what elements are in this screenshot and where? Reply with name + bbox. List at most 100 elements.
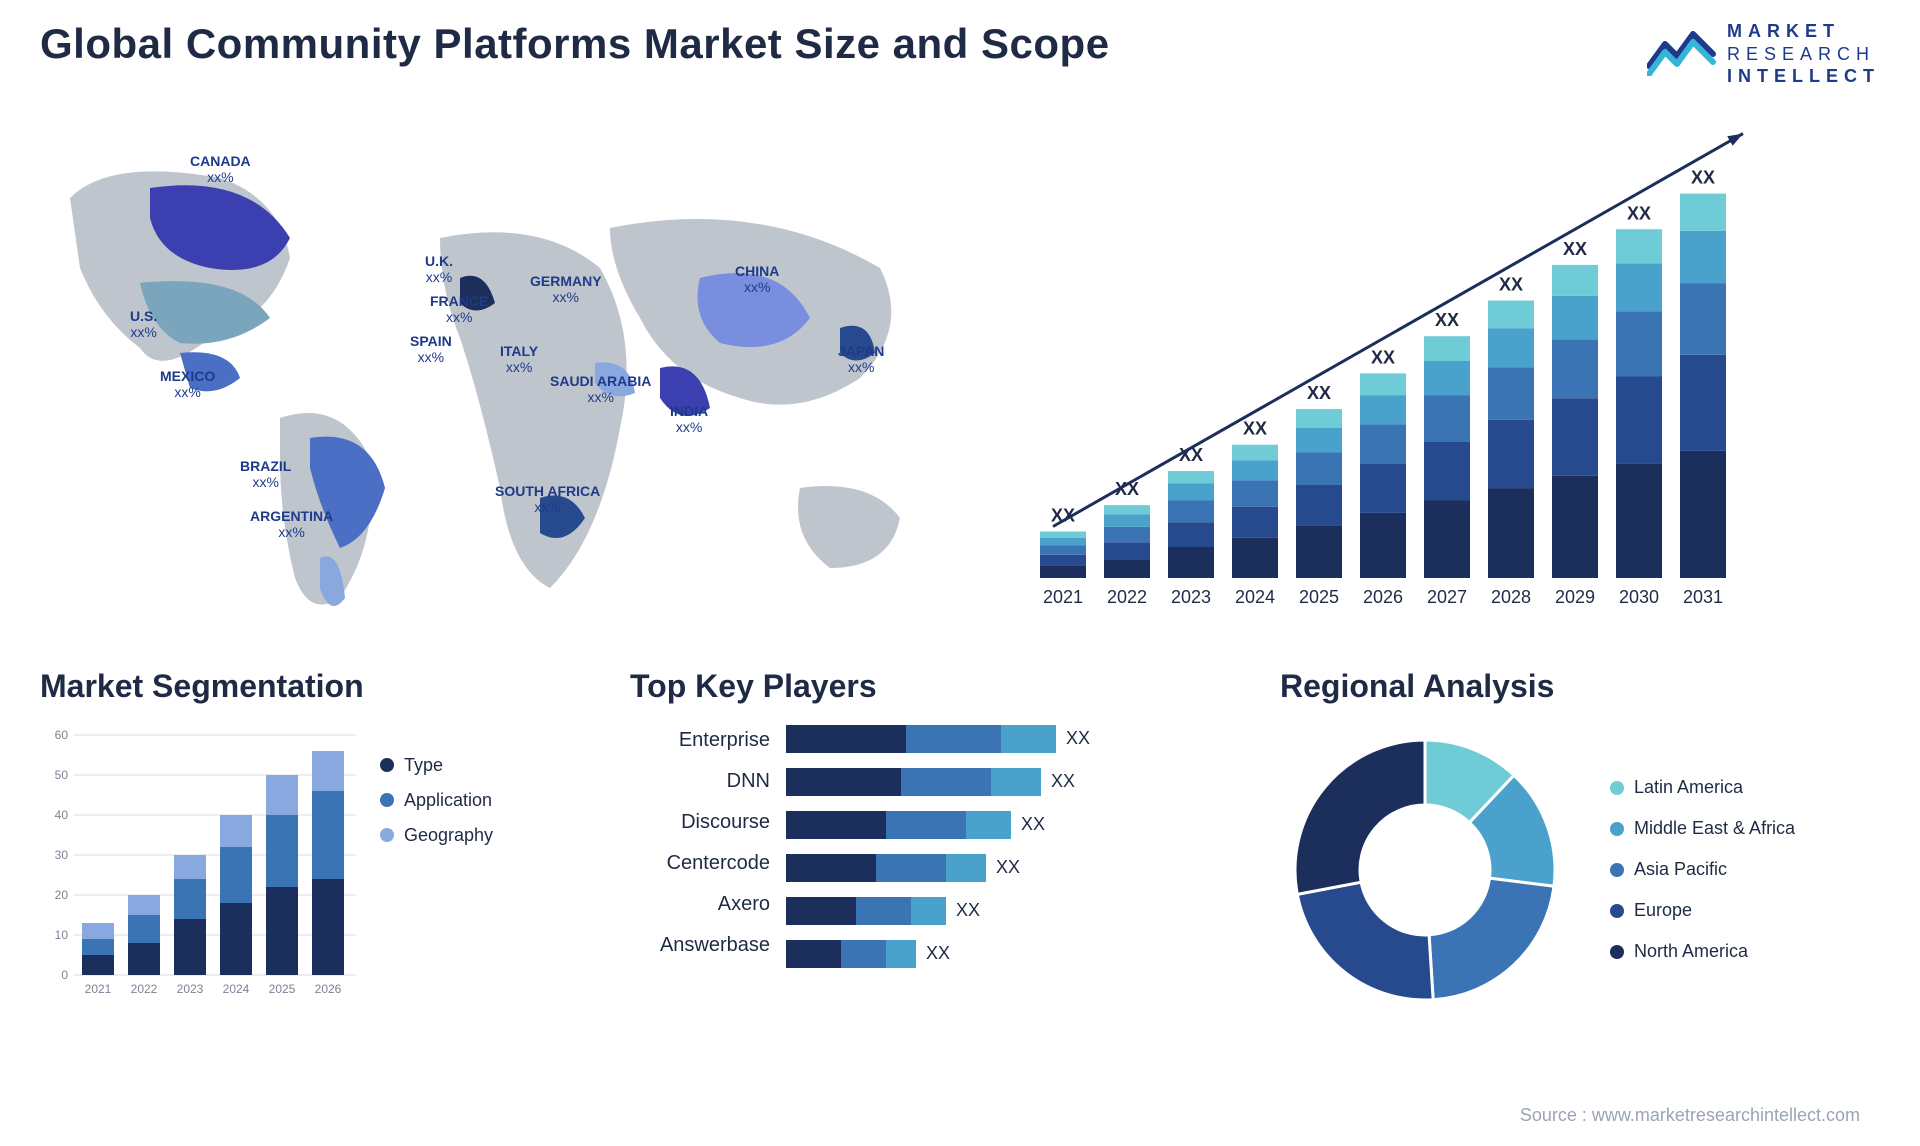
map-label: CANADAxx% <box>190 153 251 187</box>
map-label: MEXICOxx% <box>160 368 215 402</box>
svg-text:2022: 2022 <box>1107 587 1147 607</box>
player-value: XX <box>1021 814 1045 835</box>
player-bar-segment <box>786 854 876 882</box>
logo-text: MARKET RESEARCH INTELLECT <box>1727 20 1880 88</box>
player-label: Centercode <box>630 852 770 875</box>
svg-text:XX: XX <box>1435 310 1459 330</box>
legend-dot-icon <box>380 793 394 807</box>
svg-text:2025: 2025 <box>269 982 296 996</box>
svg-text:2024: 2024 <box>223 982 250 996</box>
segmentation-panel: Market Segmentation 01020304050602021202… <box>40 668 540 1015</box>
legend-label: Application <box>404 790 492 811</box>
svg-text:XX: XX <box>1691 167 1715 187</box>
player-bar <box>786 897 946 925</box>
player-row: XX <box>786 940 1190 968</box>
svg-text:2026: 2026 <box>315 982 342 996</box>
players-labels: EnterpriseDNNDiscourseCentercodeAxeroAns… <box>630 725 770 983</box>
svg-text:0: 0 <box>61 968 68 982</box>
map-label: CHINAxx% <box>735 263 779 297</box>
svg-text:2021: 2021 <box>1043 587 1083 607</box>
player-bar <box>786 940 916 968</box>
legend-item: Geography <box>380 825 493 846</box>
regional-legend: Latin America Middle East & Africa Asia Pa… <box>1610 777 1795 962</box>
player-bar-segment <box>946 854 986 882</box>
map-label: JAPANxx% <box>838 343 884 377</box>
legend-item: Asia Pacific <box>1610 859 1795 880</box>
map-label: GERMANYxx% <box>530 273 602 307</box>
player-row: XX <box>786 897 1190 925</box>
player-bar-segment <box>876 854 946 882</box>
player-bar-segment <box>786 897 856 925</box>
player-row: XX <box>786 854 1190 882</box>
map-label: SOUTH AFRICAxx% <box>495 483 600 517</box>
segmentation-title: Market Segmentation <box>40 668 540 705</box>
player-bar-segment <box>906 725 1001 753</box>
legend-label: Asia Pacific <box>1634 859 1727 880</box>
player-bar-segment <box>786 811 886 839</box>
player-bar-segment <box>886 940 916 968</box>
legend-dot-icon <box>1610 781 1624 795</box>
svg-text:XX: XX <box>1563 238 1587 258</box>
legend-dot-icon <box>380 758 394 772</box>
svg-text:2030: 2030 <box>1619 587 1659 607</box>
segmentation-chart: 0102030405060202120222023202420252026 <box>40 725 360 1005</box>
regional-donut <box>1280 725 1570 1015</box>
player-bar-segment <box>911 897 946 925</box>
legend-dot-icon <box>1610 863 1624 877</box>
svg-text:2028: 2028 <box>1491 587 1531 607</box>
player-label: Answerbase <box>630 934 770 957</box>
map-label: SPAINxx% <box>410 333 452 367</box>
player-value: XX <box>1051 771 1075 792</box>
svg-text:2027: 2027 <box>1427 587 1467 607</box>
logo-icon <box>1647 26 1717 81</box>
top-row: CANADAxx%U.S.xx%MEXICOxx%BRAZILxx%ARGENT… <box>40 118 1880 638</box>
legend-dot-icon <box>380 828 394 842</box>
player-bar-segment <box>886 811 966 839</box>
map-label: ARGENTINAxx% <box>250 508 333 542</box>
player-bar-segment <box>856 897 911 925</box>
player-value: XX <box>996 857 1020 878</box>
page-title: Global Community Platforms Market Size a… <box>40 20 1110 68</box>
legend-item: Latin America <box>1610 777 1795 798</box>
map-label: U.K.xx% <box>425 253 453 287</box>
svg-text:2025: 2025 <box>1299 587 1339 607</box>
player-label: Axero <box>630 893 770 916</box>
svg-text:XX: XX <box>1307 383 1331 403</box>
player-bar-segment <box>786 940 841 968</box>
map-label: INDIAxx% <box>670 403 708 437</box>
player-row: XX <box>786 768 1190 796</box>
svg-text:2023: 2023 <box>1171 587 1211 607</box>
player-value: XX <box>1066 728 1090 749</box>
player-label: DNN <box>630 770 770 793</box>
svg-text:2031: 2031 <box>1683 587 1723 607</box>
legend-dot-icon <box>1610 945 1624 959</box>
svg-text:2024: 2024 <box>1235 587 1275 607</box>
source-attribution: Source : www.marketresearchintellect.com <box>1520 1105 1860 1126</box>
legend-dot-icon <box>1610 904 1624 918</box>
legend-label: North America <box>1634 941 1748 962</box>
svg-text:XX: XX <box>1499 274 1523 294</box>
legend-label: Europe <box>1634 900 1692 921</box>
svg-text:XX: XX <box>1371 347 1395 367</box>
svg-text:10: 10 <box>55 928 69 942</box>
svg-text:2022: 2022 <box>131 982 158 996</box>
player-bar <box>786 811 1011 839</box>
svg-text:20: 20 <box>55 888 69 902</box>
player-bar-segment <box>901 768 991 796</box>
players-title: Top Key Players <box>630 668 1190 705</box>
map-label: ITALYxx% <box>500 343 538 377</box>
svg-text:2023: 2023 <box>177 982 204 996</box>
legend-label: Geography <box>404 825 493 846</box>
player-value: XX <box>956 900 980 921</box>
players-panel: Top Key Players EnterpriseDNNDiscourseCe… <box>630 668 1190 1015</box>
svg-text:2026: 2026 <box>1363 587 1403 607</box>
legend-item: Middle East & Africa <box>1610 818 1795 839</box>
map-label: SAUDI ARABIAxx% <box>550 373 651 407</box>
segmentation-legend: TypeApplicationGeography <box>380 725 493 1005</box>
players-bars: XX XX XX XX XX XX <box>786 725 1190 983</box>
legend-item: Application <box>380 790 493 811</box>
brand-logo: MARKET RESEARCH INTELLECT <box>1647 20 1880 88</box>
player-bar <box>786 768 1041 796</box>
player-bar <box>786 854 986 882</box>
legend-item: Europe <box>1610 900 1795 921</box>
